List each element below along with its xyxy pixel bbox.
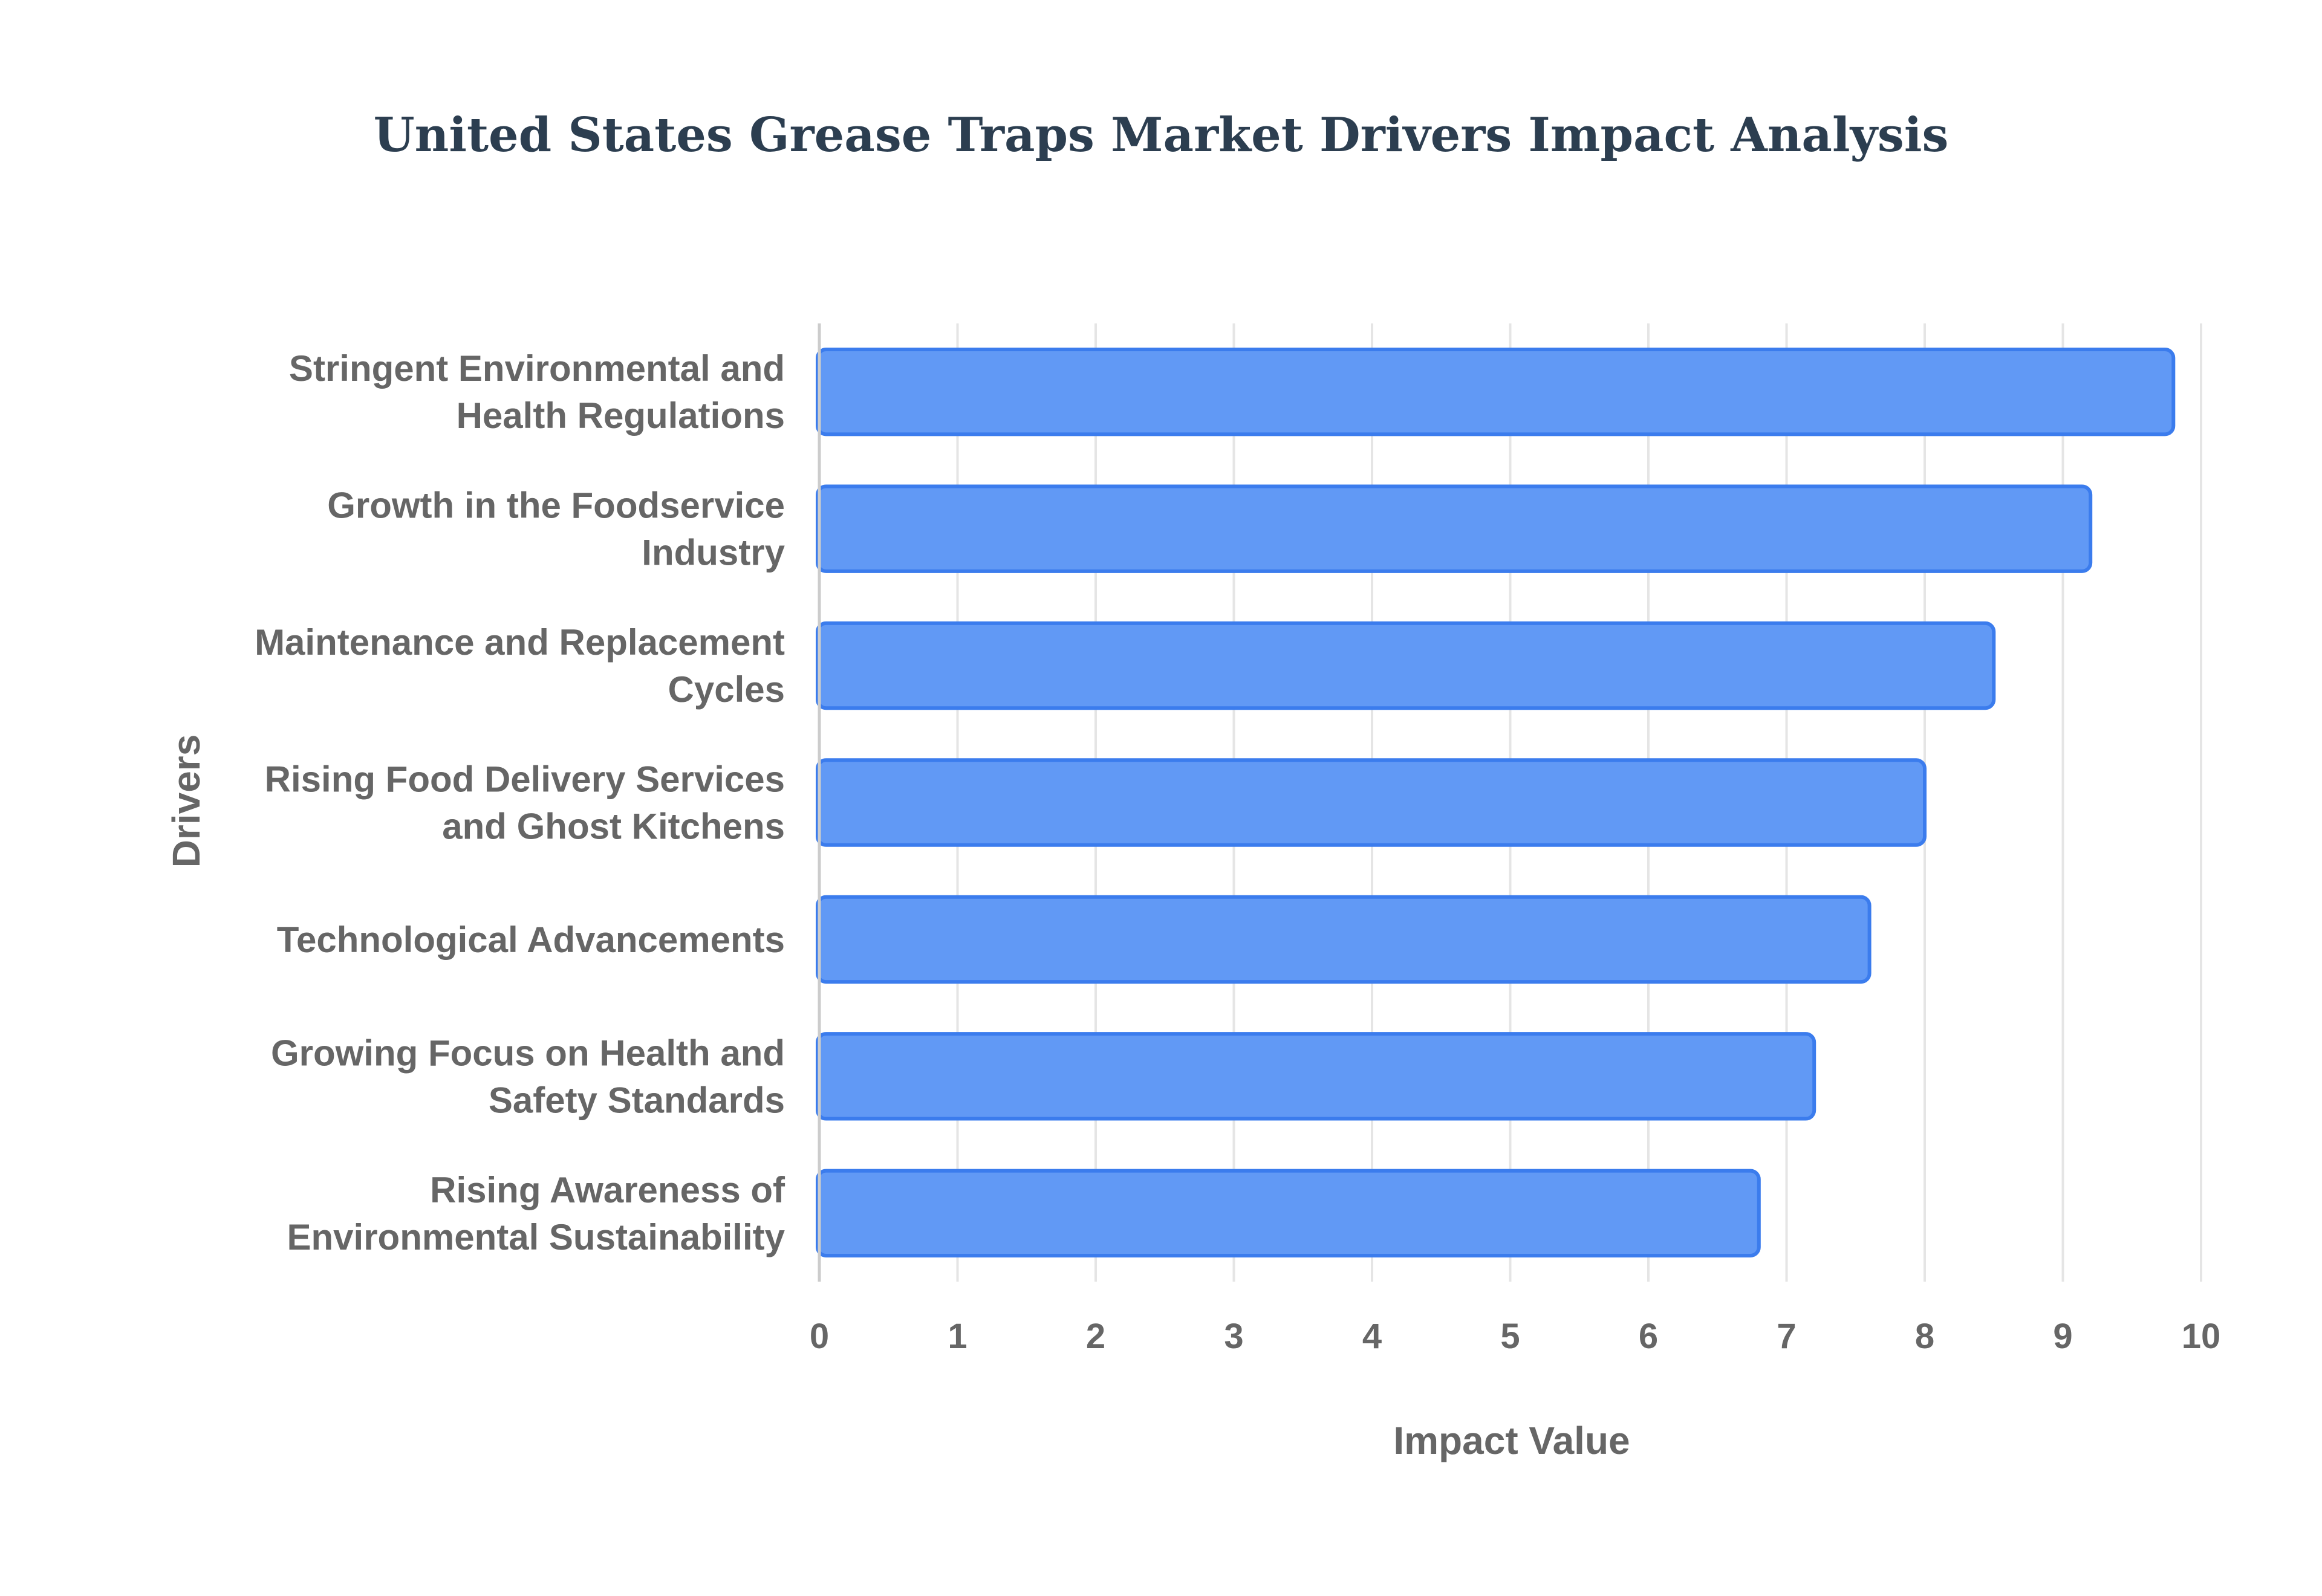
x-tick-label-8: 8 — [1915, 1317, 1934, 1356]
bar-2 — [816, 484, 2093, 573]
bar-1 — [816, 348, 2176, 436]
x-tick-label-10: 10 — [2182, 1317, 2221, 1356]
y-axis-title: Drivers — [164, 735, 208, 868]
bar-5 — [816, 895, 1872, 984]
x-tick-label-4: 4 — [1362, 1317, 1382, 1356]
x-tick-label-2: 2 — [1086, 1317, 1105, 1356]
y-tick-label-4: Rising Food Delivery Services and Ghost K… — [265, 759, 785, 847]
y-tick-label-7: Rising Awareness of Environmental Sustain… — [287, 1170, 785, 1257]
x-axis-title: Impact Value — [1393, 1419, 1630, 1462]
x-tick-label-7: 7 — [1777, 1317, 1796, 1356]
y-tick-label-2: Growth in the Foodservice Industry — [327, 485, 785, 573]
bar-7 — [816, 1169, 1761, 1257]
bars — [816, 348, 2176, 1257]
bar-6 — [816, 1032, 1816, 1121]
bar-3 — [816, 621, 1996, 710]
x-tick-labels: 0 1 2 3 4 5 6 7 8 9 10 — [810, 1317, 2220, 1356]
bar-4 — [816, 758, 1927, 847]
x-tick-label-6: 6 — [1639, 1317, 1658, 1356]
x-tick-label-1: 1 — [948, 1317, 967, 1356]
chart-title: United States Grease Traps Market Driver… — [374, 108, 1949, 163]
x-tick-label-9: 9 — [2053, 1317, 2072, 1356]
x-tick-label-5: 5 — [1500, 1317, 1520, 1356]
y-tick-labels: Stringent Environmental and Health Regula… — [255, 348, 785, 1257]
x-tick-label-3: 3 — [1224, 1317, 1243, 1356]
y-tick-label-3: Maintenance and Replacement Cycles — [255, 622, 785, 710]
x-tick-label-0: 0 — [810, 1317, 829, 1356]
y-tick-label-1: Stringent Environmental and Health Regula… — [289, 348, 785, 436]
y-tick-label-6: Growing Focus on Health and Safety Standa… — [271, 1033, 785, 1120]
y-tick-label-5: Technological Advancements — [277, 920, 785, 960]
